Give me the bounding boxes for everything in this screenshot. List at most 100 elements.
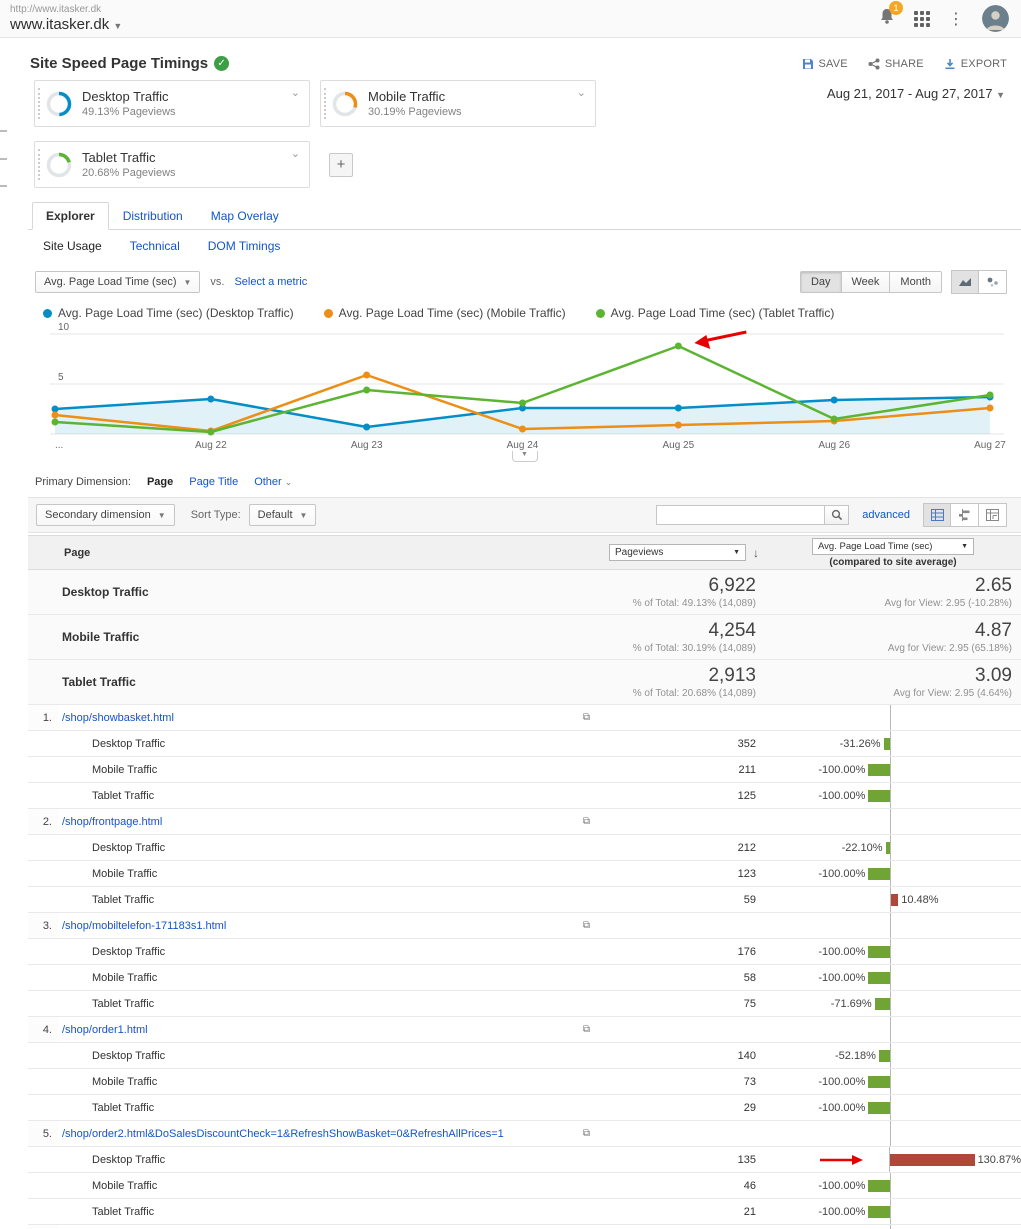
chevron-down-icon[interactable]: ⌄: [290, 148, 300, 160]
granularity-week-button[interactable]: Week: [841, 271, 891, 293]
segment-donut-icon: [332, 91, 358, 117]
segment-label: Tablet Traffic: [58, 1094, 603, 1121]
notifications-button[interactable]: 1: [878, 1, 903, 30]
dimension-page-title[interactable]: Page Title: [189, 476, 239, 488]
svg-text:Aug 25: Aug 25: [662, 440, 694, 451]
metric-percent-label: -71.69%: [830, 997, 872, 1010]
summary-row: Mobile Traffic 4,254% of Total: 30.19% (1…: [28, 614, 1021, 660]
granularity-day-button[interactable]: Day: [799, 271, 842, 293]
metric-bar-negative: [885, 841, 891, 854]
tab-distribution[interactable]: Distribution: [122, 209, 183, 223]
row-index: 1.: [28, 704, 58, 731]
sort-descending-icon[interactable]: ↓: [753, 545, 759, 560]
annotation-arrow: [694, 330, 747, 349]
share-icon: [868, 58, 880, 69]
granularity-buttons: Day Week Month: [799, 271, 942, 293]
external-link-icon[interactable]: ⧉: [582, 1023, 590, 1035]
external-link-icon[interactable]: ⧉: [582, 1127, 590, 1139]
segment-label: Desktop Traffic: [58, 834, 603, 861]
avatar[interactable]: [982, 5, 1009, 32]
segment-card-tablet[interactable]: Tablet Traffic 20.68% Pageviews ⌄: [34, 141, 310, 188]
secondary-dimension-button[interactable]: Secondary dimension ▼: [36, 504, 175, 526]
metric-percent-label: -100.00%: [818, 1101, 866, 1114]
summary-row: Tablet Traffic 2,913% of Total: 20.68% (1…: [28, 659, 1021, 705]
table-row-segment: Mobile Traffic 123 -100.00%: [28, 860, 1021, 887]
top-bar: http://www.itasker.dk www.itasker.dk ▼ 1…: [0, 0, 1021, 38]
report-table: Page Pageviews ▼ ↓ Avg. Page Load Time (s…: [28, 535, 1021, 1229]
table-row-segment: Mobile Traffic 46 -100.00%: [28, 1172, 1021, 1199]
metric-percent-label: -100.00%: [818, 1179, 866, 1192]
metric-column-dropdown[interactable]: Avg. Page Load Time (sec) ▼: [812, 537, 974, 555]
summary-metric: 4.87 Avg for View: 2.95 (65.18%): [765, 614, 1021, 660]
timeline-expander-handle[interactable]: ▼: [511, 451, 538, 462]
advanced-search-link[interactable]: advanced: [862, 509, 910, 521]
metric-dropdown[interactable]: Avg. Page Load Time (sec) ▼: [35, 271, 201, 293]
page-link[interactable]: /shop/order1.html: [62, 1023, 148, 1036]
report-area: Site Speed Page Timings ✓ SAVE SHARE EXP…: [0, 55, 1021, 1229]
chevron-down-icon[interactable]: ⌄: [290, 87, 300, 99]
export-button[interactable]: EXPORT: [944, 58, 1007, 70]
external-link-icon[interactable]: ⧉: [582, 919, 590, 931]
legend-item-desktop[interactable]: Avg. Page Load Time (sec) (Desktop Traff…: [43, 306, 294, 320]
metric-comparison-note: (compared to site average): [829, 556, 957, 568]
metric-percent-label: -100.00%: [818, 945, 866, 958]
table-row-segment: Mobile Traffic 58 -100.00%: [28, 964, 1021, 991]
motion-chart-view-button[interactable]: [979, 270, 1007, 294]
chevron-down-icon[interactable]: ⌄: [576, 87, 586, 99]
legend-dot: [323, 308, 333, 318]
area-chart-icon: [959, 278, 971, 286]
column-header-page[interactable]: Page: [58, 535, 603, 570]
subtab-dom-timings[interactable]: DOM Timings: [207, 239, 281, 253]
timeline-chart: 5 10... Aug 22 Aug 23 Aug 24 Aug 25 Aug 26 Aug …: [35, 322, 1021, 454]
segment-pageviews: 73: [603, 1068, 765, 1095]
table-row-segment: Mobile Traffic 211 -100.00%: [28, 756, 1021, 783]
search-button[interactable]: [824, 505, 850, 525]
segment-card-desktop[interactable]: Desktop Traffic 49.13% Pageviews ⌄: [34, 80, 310, 127]
add-segment-button[interactable]: +: [329, 152, 353, 177]
page-link[interactable]: /shop/mobiltelefon-171183s1.html: [62, 919, 227, 932]
line-chart-view-button[interactable]: [951, 270, 979, 294]
date-range-picker[interactable]: Aug 21, 2017 - Aug 27, 2017 ▼: [826, 86, 1005, 101]
table-row-segment: Desktop Traffic 212 -22.10%: [28, 834, 1021, 861]
external-link-icon[interactable]: ⧉: [582, 711, 590, 723]
dimension-page[interactable]: Page: [146, 476, 174, 488]
subtab-site-usage[interactable]: Site Usage: [43, 239, 102, 253]
legend-dot: [43, 308, 52, 318]
overflow-menu-icon[interactable]: ⋮: [948, 10, 964, 28]
comparison-view-button[interactable]: [951, 503, 979, 527]
pageviews-column-dropdown[interactable]: Pageviews ▼: [609, 544, 746, 561]
data-table-view-button[interactable]: [923, 503, 951, 527]
metric-percent-label: -22.10%: [841, 841, 883, 854]
legend-item-tablet[interactable]: Avg. Page Load Time (sec) (Tablet Traffi…: [595, 306, 834, 320]
page-link[interactable]: /shop/order2.html&DoSalesDiscountCheck=1…: [62, 1127, 504, 1140]
segment-pageviews: 135: [603, 1146, 765, 1173]
page-link[interactable]: /shop/frontpage.html: [62, 815, 163, 828]
apps-grid-icon[interactable]: [914, 10, 930, 27]
dimension-other[interactable]: Other ⌄: [254, 476, 293, 488]
granularity-month-button[interactable]: Month: [890, 271, 942, 293]
sort-type-dropdown[interactable]: Default ▼: [248, 504, 317, 526]
share-button[interactable]: SHARE: [868, 58, 924, 70]
account-selector[interactable]: http://www.itasker.dk www.itasker.dk ▼: [10, 4, 122, 33]
summary-label: Mobile Traffic: [28, 614, 603, 660]
page-link[interactable]: /shop/showbasket.html: [62, 711, 174, 724]
svg-text:5: 5: [58, 372, 64, 383]
metric-percent-label: -100.00%: [818, 867, 866, 880]
search-input[interactable]: [656, 505, 825, 525]
tab-map-overlay[interactable]: Map Overlay: [210, 209, 279, 223]
pivot-view-button[interactable]: [979, 503, 1007, 527]
metric-percent-label: 10.48%: [901, 893, 939, 906]
segment-card-mobile[interactable]: Mobile Traffic 30.19% Pageviews ⌄: [320, 80, 596, 127]
metric-bar-negative: [868, 1075, 891, 1088]
chart-legend: Avg. Page Load Time (sec) (Desktop Traff…: [43, 306, 1007, 320]
save-button[interactable]: SAVE: [802, 58, 848, 70]
annotation-arrow: [818, 1154, 864, 1166]
legend-item-mobile[interactable]: Avg. Page Load Time (sec) (Mobile Traffi…: [323, 306, 566, 320]
subtab-technical[interactable]: Technical: [129, 239, 180, 253]
select-a-metric-link[interactable]: Select a metric: [234, 276, 308, 288]
explorer-subtabs: Site Usage Technical DOM Timings: [28, 230, 1021, 262]
segment-label: Mobile Traffic: [58, 1172, 603, 1199]
tab-explorer[interactable]: Explorer: [32, 202, 109, 230]
segment-label: Desktop Traffic: [58, 730, 603, 757]
external-link-icon[interactable]: ⧉: [582, 815, 590, 827]
